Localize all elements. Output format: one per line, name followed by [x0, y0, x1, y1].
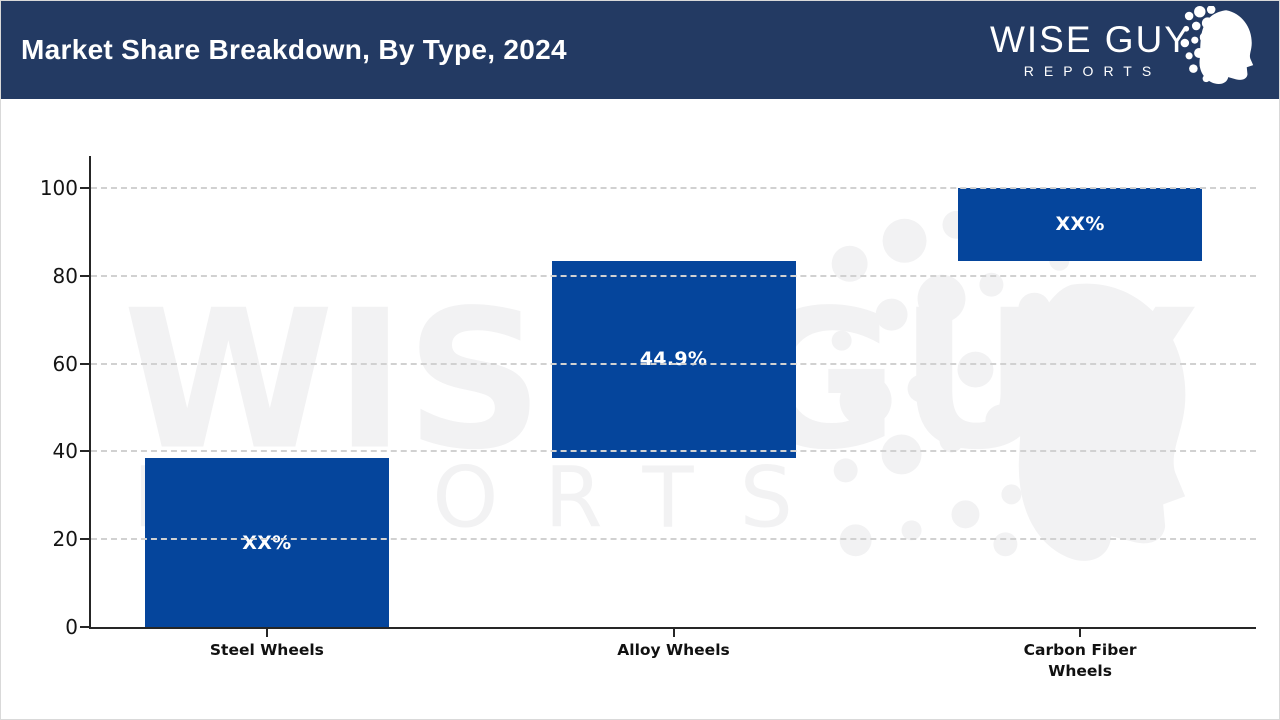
x-tick-mark	[672, 629, 675, 637]
bar-value-label: 44.9%	[639, 348, 708, 371]
y-tick-mark	[80, 362, 89, 365]
x-tick-mark	[265, 629, 268, 637]
logo-wordmark: WISE GUY	[989, 19, 1191, 60]
y-tick-mark	[80, 626, 89, 628]
page-title: Market Share Breakdown, By Type, 2024	[21, 34, 567, 65]
y-tick-mark	[80, 274, 89, 277]
y-tick-label: 20	[52, 527, 78, 552]
y-tick-label: 40	[52, 439, 78, 464]
bar-value-label: XX%	[242, 531, 292, 554]
y-tick-label: 80	[52, 263, 78, 288]
wiseguy-logo: WISE GUY REPORTS	[990, 5, 1261, 94]
x-tick-mark	[1079, 629, 1082, 637]
y-tick-mark	[80, 187, 89, 189]
x-axis-label-steel-wheels: Steel Wheels	[209, 641, 324, 659]
x-axis-label-alloy-wheels: Alloy Wheels	[617, 641, 730, 659]
logo-text: WISE GUY REPORTS	[990, 21, 1191, 79]
y-tick-label: 0	[65, 615, 78, 639]
y-tick-label: 60	[52, 351, 78, 376]
bar-carbon-fiber-wheels: XX%	[958, 188, 1203, 261]
bar-value-label: XX%	[1055, 213, 1105, 236]
bar-alloy-wheels: 44.9%	[551, 260, 796, 458]
dotted-head-icon	[1177, 5, 1261, 94]
logo-subtitle: REPORTS	[1023, 63, 1162, 79]
chart-region: WISE GUY REPORTS XX% 44.9% XX% 0 20 40 60 80 100…	[1, 99, 1279, 719]
y-tick-mark	[80, 538, 89, 541]
y-tick-label: 100	[39, 176, 78, 200]
x-axis-label-carbon-fiber-wheels: Carbon Fiber Wheels	[1023, 641, 1137, 680]
plot-area: XX% 44.9% XX% 0 20 40 60 80 100 Steel Wheels Alloy…	[40, 156, 1256, 680]
header: Market Share Breakdown, By Type, 2024 WI…	[1, 1, 1279, 99]
bar-steel-wheels: XX%	[144, 458, 389, 627]
y-tick-mark	[80, 450, 89, 453]
